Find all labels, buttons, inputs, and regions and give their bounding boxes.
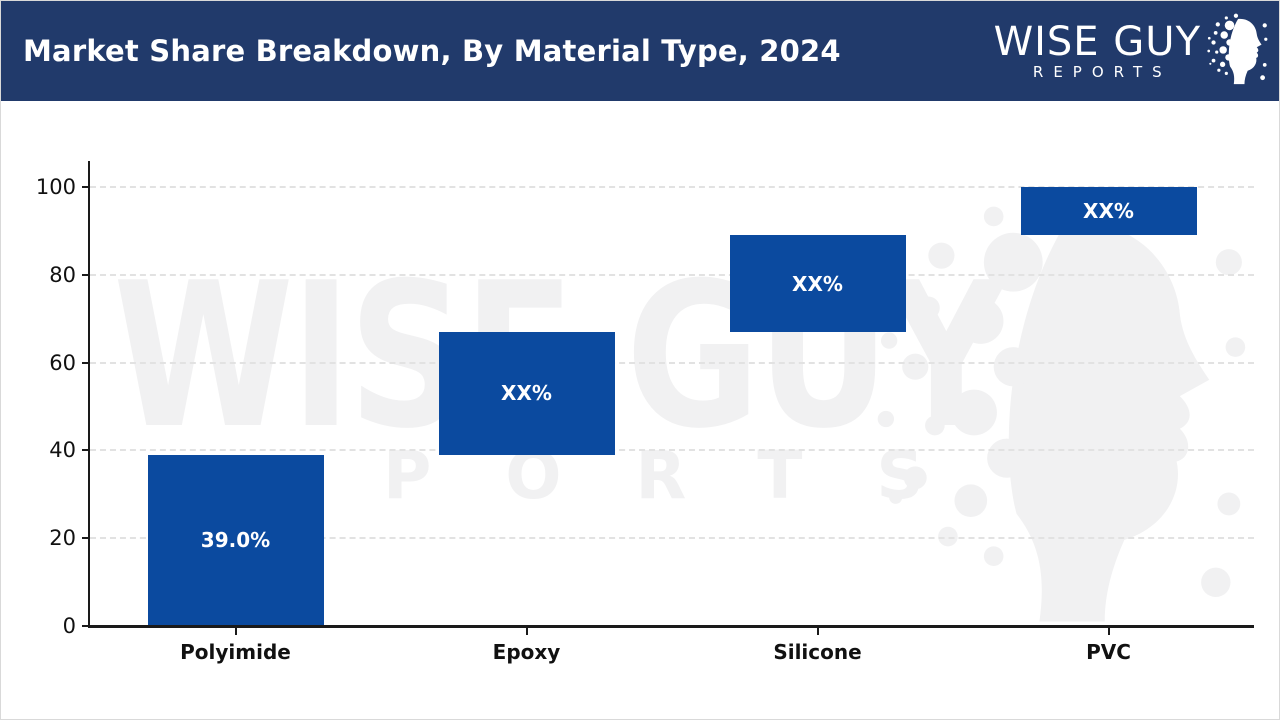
y-tick-label-0: 0 <box>62 614 76 638</box>
y-axis <box>88 161 90 628</box>
logo-text: WISE GUY REPORTS <box>994 22 1201 80</box>
x-category-label: PVC <box>1086 640 1131 664</box>
bar-value-label: XX% <box>501 381 552 406</box>
y-tick-0 <box>82 625 90 627</box>
x-category-label: Silicone <box>773 640 862 664</box>
gridline-60 <box>90 361 1254 364</box>
y-tick-40 <box>82 449 90 452</box>
x-axis <box>88 625 1254 628</box>
y-tick-80 <box>82 273 90 276</box>
gridline-40 <box>90 449 1254 452</box>
y-tick-100 <box>82 186 90 188</box>
bar-value-label: 39.0% <box>200 528 271 553</box>
gridline-80 <box>90 273 1254 276</box>
y-tick-label-100: 100 <box>35 175 76 199</box>
page-title: Market Share Breakdown, By Material Type… <box>23 34 841 68</box>
y-tick-label-80: 80 <box>49 262 76 287</box>
y-tick-label-20: 20 <box>49 526 76 551</box>
header-banner: Market Share Breakdown, By Material Type… <box>1 1 1279 101</box>
x-tick-polyimide <box>234 627 237 635</box>
bar-pvc: XX% <box>1020 187 1197 236</box>
gridline-100 <box>90 186 1254 188</box>
bar-epoxy: XX% <box>438 331 615 455</box>
x-category-label: Epoxy <box>492 640 561 664</box>
y-tick-60 <box>82 361 90 364</box>
y-tick-label-40: 40 <box>49 438 76 463</box>
logo-subtitle: REPORTS <box>1032 63 1172 81</box>
wise-guy-head-watermark-icon <box>877 190 1246 622</box>
bar-value-label: XX% <box>792 271 843 296</box>
wise-guy-reports-logo: WISE GUY REPORTS <box>994 1 1269 101</box>
x-tick-pvc <box>1107 627 1110 635</box>
x-tick-epoxy <box>525 627 528 635</box>
x-category-label: Polyimide <box>180 640 291 664</box>
x-tick-silicone <box>816 627 819 635</box>
bar-value-label: XX% <box>1083 199 1134 224</box>
wise-guy-head-icon <box>1207 13 1268 85</box>
gridline-20 <box>90 537 1254 540</box>
bar-polyimide: 39.0% <box>147 454 324 626</box>
y-tick-20 <box>82 537 90 540</box>
bar-silicone: XX% <box>729 235 906 332</box>
y-tick-label-60: 60 <box>49 350 76 375</box>
logo-wordmark: WISE GUY <box>993 19 1201 65</box>
